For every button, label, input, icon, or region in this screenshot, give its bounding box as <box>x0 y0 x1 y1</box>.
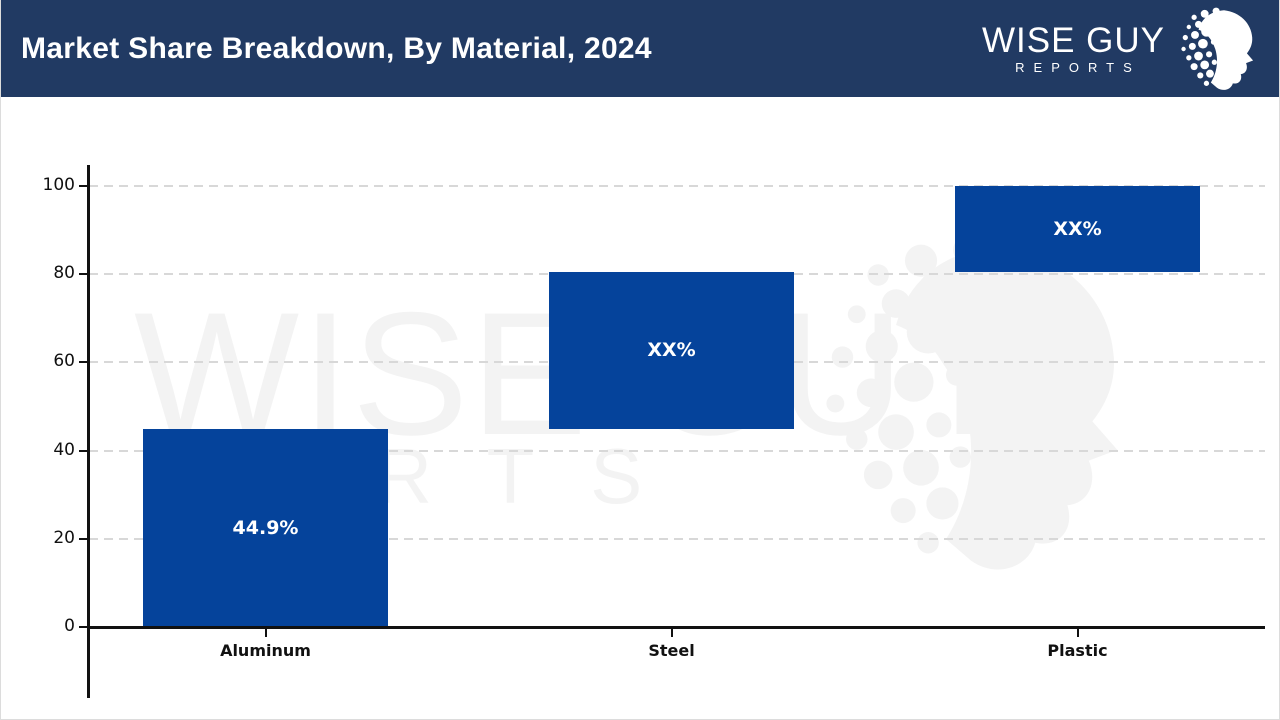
y-tick-label-60: 60 <box>53 351 75 372</box>
wise-guy-reports-logo: WISE GUY REPORTS <box>982 5 1267 93</box>
y-tick-label-0: 0 <box>64 616 75 636</box>
x-axis-line <box>87 626 1265 629</box>
logo-subtitle: REPORTS <box>1015 60 1141 75</box>
y-tickmark-100 <box>79 185 87 187</box>
gridline-100 <box>89 185 1265 187</box>
page-title: Market Share Breakdown, By Material, 202… <box>21 31 652 65</box>
bar-plastic: XX% <box>955 186 1200 272</box>
y-tick-label-100: 100 <box>42 175 75 195</box>
x-tick-label-aluminum: Aluminum <box>220 641 311 660</box>
x-tick-label-plastic: Plastic <box>1047 641 1108 660</box>
watermark-dotted-head-icon <box>826 235 1118 570</box>
y-tickmark-60 <box>79 361 87 364</box>
y-tickmark-20 <box>79 537 87 540</box>
x-tickmark-plastic <box>1076 629 1079 637</box>
bar-steel: XX% <box>549 271 794 429</box>
logo-wordmark: WISE GUY <box>981 21 1165 60</box>
y-tick-label-20: 20 <box>53 527 75 548</box>
y-tickmark-0 <box>79 626 87 628</box>
x-tickmark-aluminum <box>264 629 267 637</box>
bar-value-label: 44.9% <box>232 516 299 539</box>
dotted-head-logo-icon <box>1181 7 1254 90</box>
y-tickmark-80 <box>79 273 87 276</box>
logo-text: WISE GUY REPORTS <box>982 23 1165 74</box>
y-tickmark-40 <box>79 449 87 452</box>
y-tick-label-80: 80 <box>53 263 75 284</box>
x-tick-label-steel: Steel <box>648 641 695 660</box>
y-axis-line <box>87 165 90 698</box>
x-tickmark-steel <box>670 629 673 637</box>
bar-aluminum: 44.9% <box>143 428 388 627</box>
header-bar: Market Share Breakdown, By Material, 202… <box>1 0 1279 97</box>
y-tick-label-40: 40 <box>53 439 75 460</box>
chart-canvas: WISE GUY PORTS 0 20 40 60 80 100 44.9% XX% XX% Al… <box>1 97 1279 719</box>
bar-value-label: XX% <box>647 339 696 362</box>
bar-value-label: XX% <box>1053 217 1102 240</box>
gridline-20 <box>89 537 1265 540</box>
gridline-40 <box>89 449 1265 452</box>
